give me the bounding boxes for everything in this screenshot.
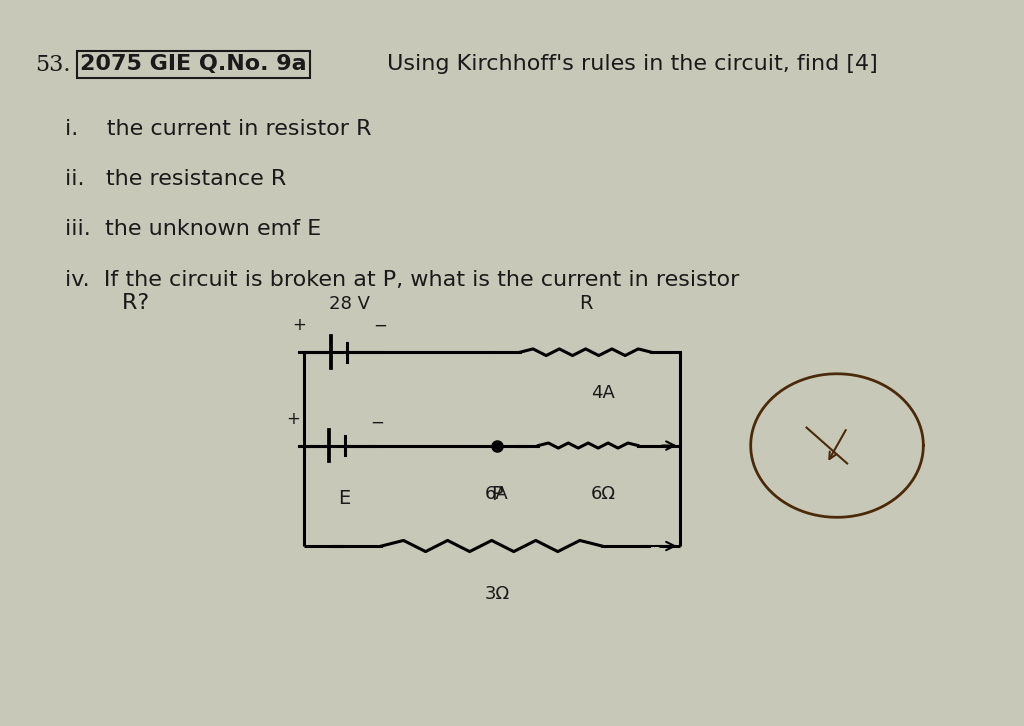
Text: 6A: 6A [485,485,509,503]
Text: −: − [370,413,384,431]
Text: 2075 GIE Q.No. 9a: 2075 GIE Q.No. 9a [80,54,307,74]
Text: i.    the current in resistor R: i. the current in resistor R [66,119,372,139]
Text: 28 V: 28 V [329,295,370,313]
Text: E: E [338,489,350,507]
Text: Using Kirchhoff's rules in the circuit, find [4]: Using Kirchhoff's rules in the circuit, … [380,54,878,74]
Text: 3Ω: 3Ω [484,585,509,603]
Text: +: + [287,409,301,428]
Text: ii.   the resistance R: ii. the resistance R [66,169,287,189]
Text: +: + [292,317,305,334]
Text: iv.  If the circuit is broken at P, what is the current in resistor
        R?: iv. If the circuit is broken at P, what … [66,269,739,313]
Text: 4A: 4A [592,385,615,402]
Text: R: R [579,294,593,313]
Text: 53.: 53. [35,54,70,76]
Text: −: − [373,317,387,334]
Text: iii.  the unknown emf E: iii. the unknown emf E [66,219,322,240]
Text: 6Ω: 6Ω [591,485,615,503]
Text: P: P [490,485,503,504]
